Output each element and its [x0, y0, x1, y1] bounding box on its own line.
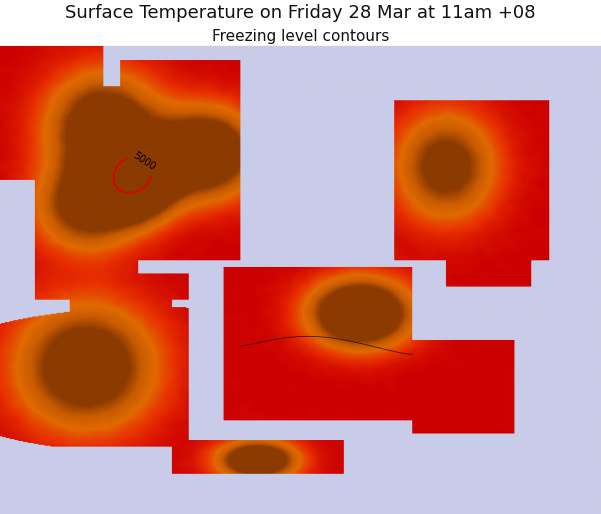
Text: Freezing level contours: Freezing level contours	[212, 29, 389, 44]
Text: Surface Temperature on Friday 28 Mar at 11am +08: Surface Temperature on Friday 28 Mar at …	[66, 4, 535, 22]
Text: 5000: 5000	[131, 151, 157, 173]
